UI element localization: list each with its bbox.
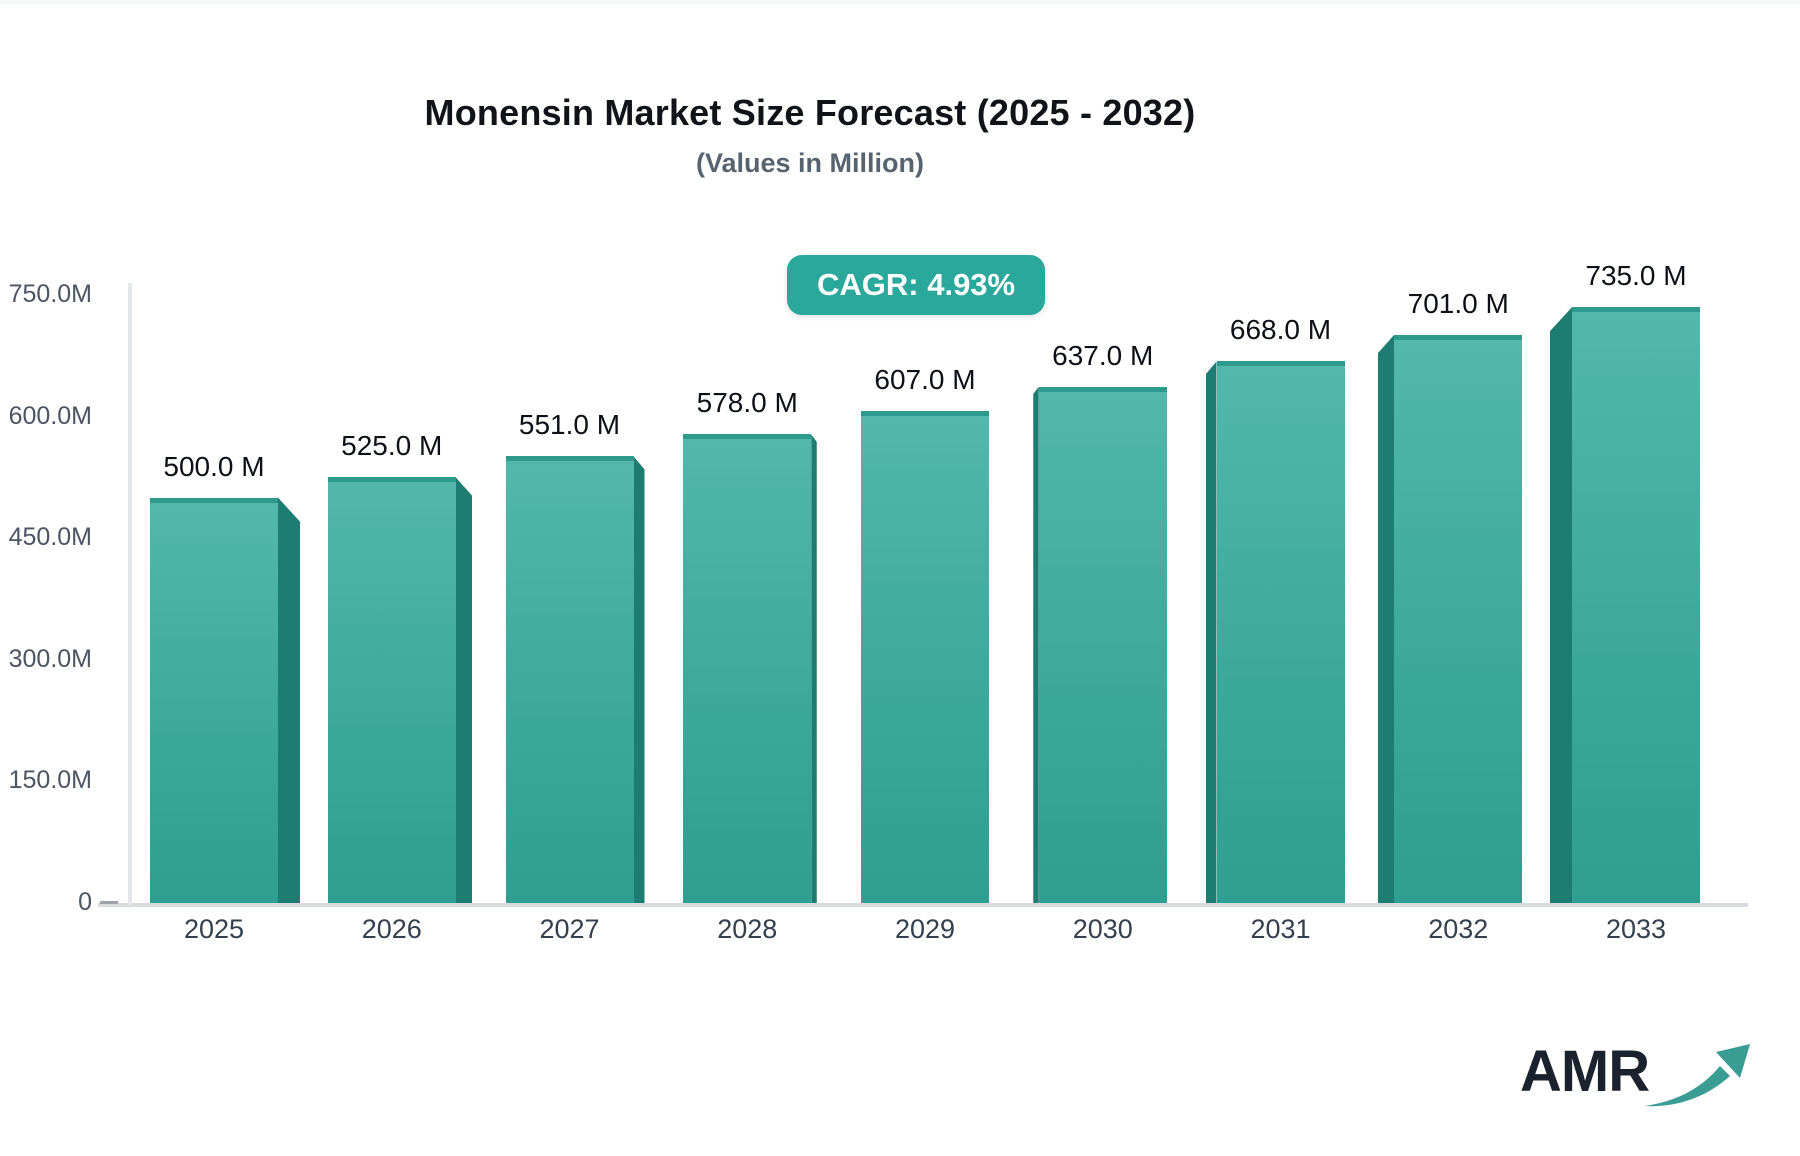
bar-value-label: 525.0 M	[341, 430, 443, 462]
bar-side-2030	[1033, 386, 1039, 903]
top-border-strip	[0, 0, 1800, 4]
growth-arrow-icon	[1644, 1044, 1750, 1107]
bar-2027	[505, 456, 634, 903]
bar-side-2025	[278, 497, 300, 903]
x-tick-label-2031: 2031	[1250, 914, 1311, 944]
bar-2032	[1394, 334, 1523, 903]
x-axis-baseline	[98, 903, 1748, 907]
bar-side-2032	[1377, 334, 1395, 903]
bar-value-label: 637.0 M	[1052, 339, 1154, 371]
x-tick-label-2025: 2025	[183, 914, 245, 944]
y-tick-label: 750.0M	[8, 280, 92, 308]
bar-2031	[1216, 361, 1345, 903]
bar-side-2027	[633, 456, 645, 903]
bar-side-2026	[455, 477, 473, 903]
bar-side-2028	[811, 434, 817, 903]
bar-2025	[150, 497, 278, 903]
bar-value-label: 551.0 M	[518, 409, 621, 441]
y-tick-label: 450.0M	[8, 523, 92, 552]
x-tick-label-2027: 2027	[539, 914, 600, 944]
y-tick-label: 0	[78, 888, 92, 916]
bar-2029	[861, 410, 989, 903]
bar-side-2033	[1550, 307, 1572, 903]
amr-logo: AMR	[1520, 1030, 1760, 1120]
chart-subtitle: (Values in Million)	[695, 148, 925, 178]
y-tick-label: 600.0M	[8, 401, 92, 430]
bar-value-label: 607.0 M	[874, 363, 976, 395]
zero-tick-mark	[100, 901, 118, 904]
x-tick-label-2026: 2026	[361, 914, 422, 944]
bar-value-label: 500.0 M	[163, 450, 265, 482]
cagr-badge: CAGR: 4.93%	[787, 255, 1046, 315]
amr-logo-text: AMR	[1520, 1039, 1650, 1104]
x-tick-label-2030: 2030	[1072, 914, 1133, 944]
bar-side-2031	[1205, 361, 1217, 903]
bar-2026	[327, 477, 456, 903]
x-tick-label-2029: 2029	[894, 914, 956, 944]
y-tick-label: 150.0M	[8, 766, 92, 795]
y-axis-line	[128, 283, 132, 905]
bar-2028	[683, 434, 812, 903]
x-tick-label-2032: 2032	[1428, 914, 1489, 944]
y-tick-label: 300.0M	[8, 644, 92, 673]
x-tick-label-2028: 2028	[717, 914, 778, 944]
bar-value-label: 735.0 M	[1585, 260, 1687, 292]
bar-value-label: 701.0 M	[1407, 287, 1509, 319]
bar-2030	[1038, 386, 1167, 903]
bar-value-label: 578.0 M	[696, 387, 798, 419]
bar-2033	[1572, 307, 1700, 903]
x-tick-label-2033: 2033	[1605, 914, 1667, 944]
chart-title: Monensin Market Size Forecast (2025 - 20…	[424, 92, 1196, 133]
bar-value-label: 668.0 M	[1229, 314, 1332, 346]
